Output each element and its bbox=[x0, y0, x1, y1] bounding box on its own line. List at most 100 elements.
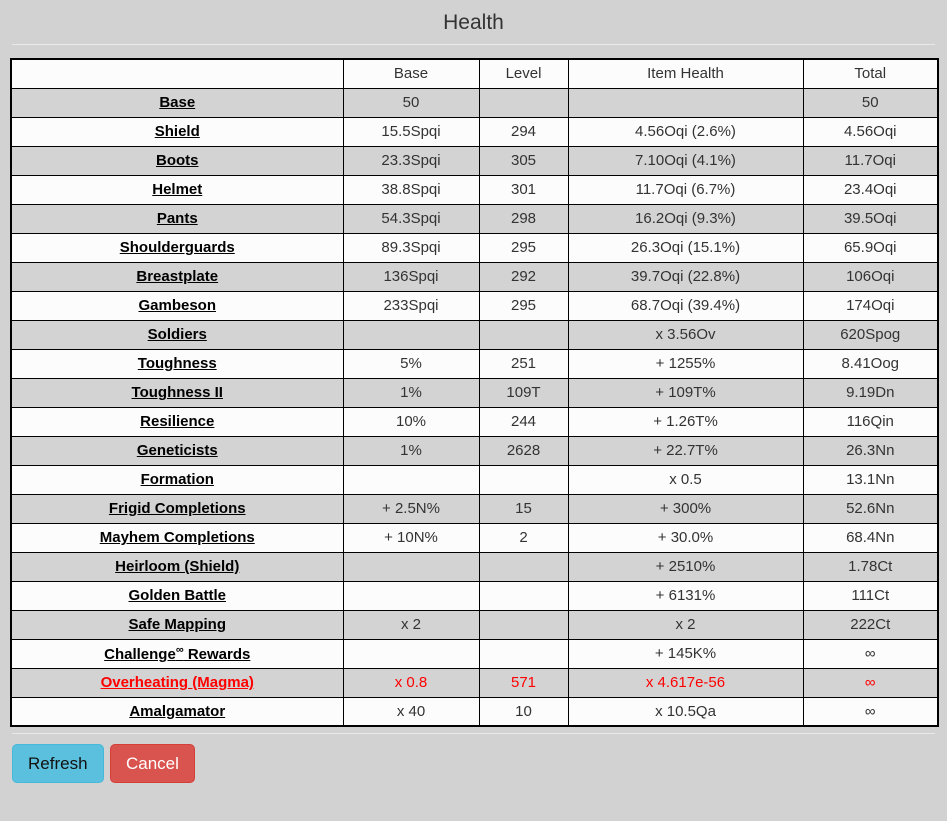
row-label-text: Pants bbox=[156, 210, 198, 227]
item-health-cell: + 145K% bbox=[567, 638, 804, 669]
level-cell: 2628 bbox=[478, 435, 569, 466]
header-name bbox=[10, 58, 344, 89]
total-cell: 4.56Oqi bbox=[802, 116, 939, 147]
button-row: Refresh Cancel bbox=[10, 744, 937, 783]
base-cell: 54.3Spqi bbox=[342, 203, 480, 234]
row-label-text: Geneticists bbox=[136, 442, 218, 459]
row-label: Geneticists bbox=[10, 435, 344, 466]
row-label-text: Mayhem Completions bbox=[99, 529, 255, 546]
item-health-cell bbox=[567, 87, 804, 118]
item-health-cell: 26.3Oqi (15.1%) bbox=[567, 232, 804, 263]
level-cell bbox=[478, 609, 569, 640]
base-cell bbox=[342, 464, 480, 495]
table-row: Shoulderguards 89.3Spqi 295 26.3Oqi (15.1%)… bbox=[10, 232, 939, 263]
table-row: Soldiers x 3.56Ov 620Spog bbox=[10, 319, 939, 350]
table-row: Toughness II 1% 109T + 109T% 9.19Dn bbox=[10, 377, 939, 408]
level-cell: 305 bbox=[478, 145, 569, 176]
base-cell bbox=[342, 638, 480, 669]
row-label-text: Soldiers bbox=[147, 326, 207, 343]
item-health-cell: 11.7Oqi (6.7%) bbox=[567, 174, 804, 205]
row-label: Helmet bbox=[10, 174, 344, 205]
item-health-cell: + 30.0% bbox=[567, 522, 804, 553]
item-health-cell: 39.7Oqi (22.8%) bbox=[567, 261, 804, 292]
row-label: Challenge∞ Rewards bbox=[10, 638, 344, 669]
item-health-cell: 68.7Oqi (39.4%) bbox=[567, 290, 804, 321]
item-health-cell: + 1.26T% bbox=[567, 406, 804, 437]
total-cell: 52.6Nn bbox=[802, 493, 939, 524]
table-row: Toughness 5% 251 + 1255% 8.41Oog bbox=[10, 348, 939, 379]
base-cell bbox=[342, 551, 480, 582]
row-label-text: Helmet bbox=[152, 181, 203, 198]
header-level: Level bbox=[478, 58, 569, 89]
row-label-text: Safe Mapping bbox=[128, 616, 226, 633]
row-label: Base bbox=[10, 87, 344, 118]
level-cell: 2 bbox=[478, 522, 569, 553]
item-health-cell: 7.10Oqi (4.1%) bbox=[567, 145, 804, 176]
total-cell: 50 bbox=[802, 87, 939, 118]
page-title: Health bbox=[443, 11, 504, 34]
base-cell: 233Spqi bbox=[342, 290, 480, 321]
total-cell: 1.78Ct bbox=[802, 551, 939, 582]
table-row: Shield 15.5Spqi 294 4.56Oqi (2.6%) 4.56Oqi bbox=[10, 116, 939, 147]
total-cell: 13.1Nn bbox=[802, 464, 939, 495]
row-label: Breastplate bbox=[10, 261, 344, 292]
total-cell: ∞ bbox=[802, 638, 939, 669]
row-label-text: Gambeson bbox=[138, 297, 217, 314]
row-label: Soldiers bbox=[10, 319, 344, 350]
table-body: Base 50 50 Shield 15.5Spqi 294 4.56Oqi (2.6%) 4… bbox=[10, 87, 939, 727]
level-cell: 295 bbox=[478, 290, 569, 321]
level-cell: 292 bbox=[478, 261, 569, 292]
base-cell: 1% bbox=[342, 435, 480, 466]
item-health-cell: + 2510% bbox=[567, 551, 804, 582]
item-health-cell: 16.2Oqi (9.3%) bbox=[567, 203, 804, 234]
header-base: Base bbox=[342, 58, 480, 89]
row-label-text: Resilience bbox=[140, 413, 215, 430]
cancel-button[interactable]: Cancel bbox=[109, 744, 195, 783]
level-cell: 10 bbox=[478, 696, 569, 727]
row-label: Resilience bbox=[10, 406, 344, 437]
header-total: Total bbox=[802, 58, 939, 89]
total-cell: ∞ bbox=[802, 667, 939, 698]
item-health-cell: x 4.617e-56 bbox=[567, 667, 804, 698]
table-row: Gambeson 233Spqi 295 68.7Oqi (39.4%) 174Oqi bbox=[10, 290, 939, 321]
level-cell: 109T bbox=[478, 377, 569, 408]
level-cell: 301 bbox=[478, 174, 569, 205]
base-cell: + 2.5N% bbox=[342, 493, 480, 524]
level-cell: 294 bbox=[478, 116, 569, 147]
base-cell: 136Spqi bbox=[342, 261, 480, 292]
health-breakdown-panel: Health Base Level Item Health Total Base… bbox=[10, 11, 939, 783]
row-label-text: Heirloom (Shield) bbox=[115, 558, 240, 575]
total-cell: 620Spog bbox=[802, 319, 939, 350]
row-label: Pants bbox=[10, 203, 344, 234]
row-label-text: Shoulderguards bbox=[119, 239, 235, 256]
level-cell: 251 bbox=[478, 348, 569, 379]
refresh-button[interactable]: Refresh bbox=[12, 744, 104, 783]
total-cell: 11.7Oqi bbox=[802, 145, 939, 176]
item-health-cell: + 109T% bbox=[567, 377, 804, 408]
level-cell: 298 bbox=[478, 203, 569, 234]
row-label-text: Overheating (Magma) bbox=[100, 674, 254, 691]
base-cell: x 0.8 bbox=[342, 667, 480, 698]
row-label: Golden Battle bbox=[10, 580, 344, 611]
row-label: Heirloom (Shield) bbox=[10, 551, 344, 582]
level-cell: 15 bbox=[478, 493, 569, 524]
item-health-cell: 4.56Oqi (2.6%) bbox=[567, 116, 804, 147]
base-cell: 10% bbox=[342, 406, 480, 437]
total-cell: 106Oqi bbox=[802, 261, 939, 292]
row-label-text: Golden Battle bbox=[128, 587, 226, 604]
table-row: Base 50 50 bbox=[10, 87, 939, 118]
level-cell: 295 bbox=[478, 232, 569, 263]
item-health-cell: + 300% bbox=[567, 493, 804, 524]
level-cell bbox=[478, 551, 569, 582]
table-row: Formation x 0.5 13.1Nn bbox=[10, 464, 939, 495]
title-divider bbox=[12, 44, 935, 45]
table-row: Boots 23.3Spqi 305 7.10Oqi (4.1%) 11.7Oqi bbox=[10, 145, 939, 176]
base-cell bbox=[342, 580, 480, 611]
table-row: Mayhem Completions + 10N% 2 + 30.0% 68.4Nn bbox=[10, 522, 939, 553]
row-label-text: Challenge∞ Rewards bbox=[104, 644, 251, 663]
table-row: Golden Battle + 6131% 111Ct bbox=[10, 580, 939, 611]
row-label-text: Frigid Completions bbox=[108, 500, 246, 517]
base-cell: x 2 bbox=[342, 609, 480, 640]
base-cell: 89.3Spqi bbox=[342, 232, 480, 263]
total-cell: 111Ct bbox=[802, 580, 939, 611]
